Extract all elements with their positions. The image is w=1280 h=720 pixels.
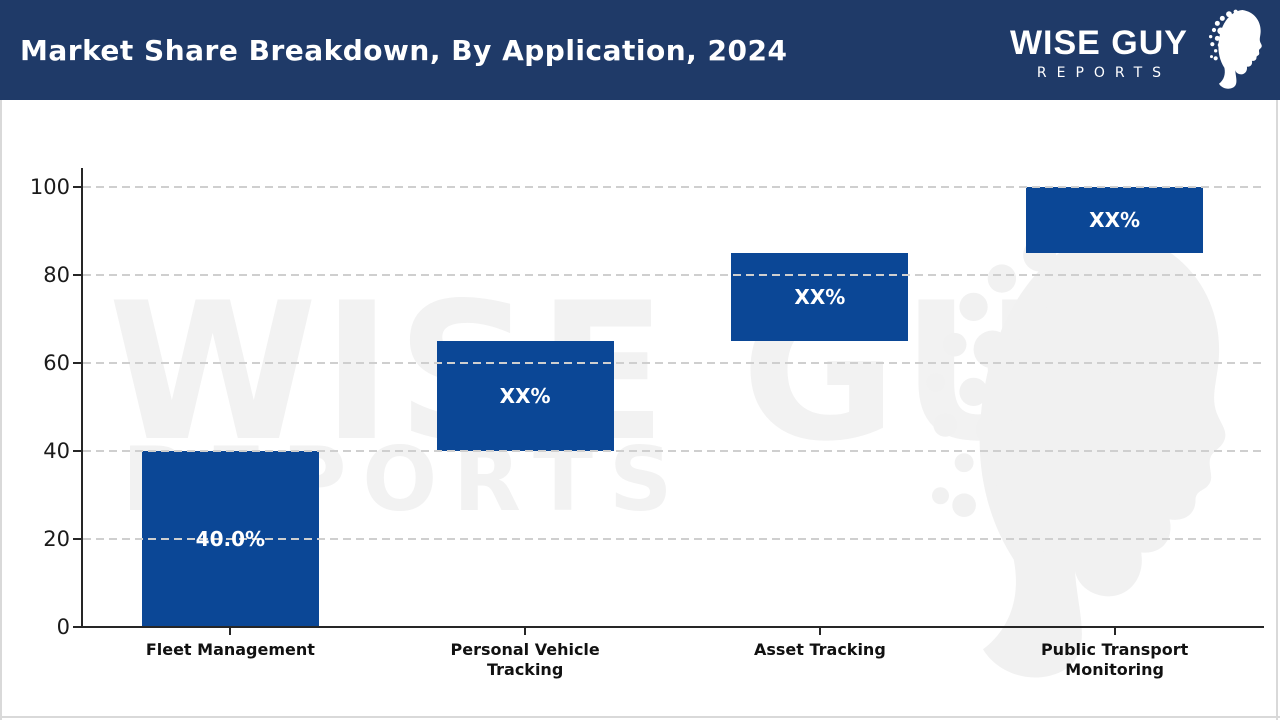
bar-asset-tracking [731,253,909,341]
logo-text: WISE GUY REPORTS [1010,24,1188,81]
logo-name: WISE GUY [1009,24,1188,62]
logo-tagline: REPORTS [1036,65,1172,81]
chart-title: Market Share Breakdown, By Application, … [20,34,788,67]
y-tick-label-100: 100 [29,175,70,199]
x-tick-mark-public-transport-monitoring [1113,628,1116,635]
wiseguy-logo: WISE GUY REPORTS [1010,4,1266,96]
y-tick-label-20: 20 [43,527,70,551]
y-tick-mark-0 [73,626,81,628]
wiseguy-face-icon [1209,9,1262,89]
x-category-label-line: Public Transport [1040,640,1189,659]
bar-value-label-asset-tracking: XX% [794,285,846,309]
x-category-label-asset-tracking: Asset Tracking [670,640,970,660]
y-tick-mark-40 [73,450,81,452]
page-border-left [0,100,2,720]
x-category-label-line: Tracking [486,660,564,679]
plot-area: 0 20 40 60 80 100 40.0% Fleet Management XX% Pers… [0,100,1280,720]
x-axis-spine [81,626,1264,628]
y-tick-label-60: 60 [43,351,70,375]
bar-personal-vehicle-tracking [436,341,614,451]
y-tick-label-0: 0 [56,615,70,639]
gridline-y-40 [83,450,1262,452]
y-axis-spine [81,168,83,628]
x-tick-mark-fleet-management [229,628,232,635]
y-tick-label-40: 40 [43,439,70,463]
gridline-y-20 [83,538,1262,540]
y-tick-mark-100 [73,186,81,188]
y-tick-label-80: 80 [43,263,70,287]
x-category-label-line: Monitoring [1065,660,1164,679]
page-border-bottom [0,716,1280,718]
bar-value-label-personal-vehicle-tracking: XX% [499,384,551,408]
x-category-label-line: Asset Tracking [753,640,886,659]
x-category-label-public-transport-monitoring: Public Transport Monitoring [965,640,1265,680]
page-border-right [1276,100,1278,720]
y-tick-mark-80 [73,274,81,276]
x-category-label-personal-vehicle-tracking: Personal Vehicle Tracking [375,640,675,680]
gridline-y-60 [83,362,1262,364]
logo-face-dots [1209,9,1249,67]
x-category-label-fleet-management: Fleet Management [80,640,380,660]
y-tick-mark-20 [73,538,81,540]
x-tick-mark-personal-vehicle-tracking [524,628,527,635]
gridline-y-80 [83,274,1262,276]
x-category-label-line: Fleet Management [145,640,315,659]
bar-public-transport-monitoring [1026,187,1204,253]
watermark-face-icon [926,228,1226,678]
y-tick-mark-60 [73,362,81,364]
gridline-y-100 [83,186,1262,188]
x-tick-mark-asset-tracking [818,628,821,635]
header-band: Market Share Breakdown, By Application, … [0,0,1280,100]
bar-value-label-fleet-management: 40.0% [195,527,266,551]
x-category-label-line: Personal Vehicle [450,640,600,659]
bar-value-label-public-transport-monitoring: XX% [1089,208,1141,232]
